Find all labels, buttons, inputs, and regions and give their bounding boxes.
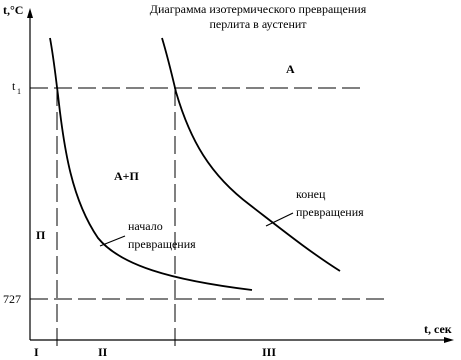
stage-label: I (34, 345, 39, 359)
region-label: A+П (114, 169, 140, 183)
curve-label: превращения (296, 205, 364, 219)
x-arrow (444, 337, 454, 343)
title: перлита в аустенит (209, 17, 307, 31)
title: Диаграмма изотермического превращения (150, 2, 367, 16)
curve-label: начало (128, 219, 163, 233)
y-axis-label: t,°C (3, 3, 23, 17)
curve-label: превращения (128, 237, 196, 251)
stage-label: III (262, 345, 276, 359)
end-curve (161, 37, 341, 272)
level-label: t (12, 79, 16, 93)
level-label: 727 (3, 292, 21, 306)
curve-label: конец (296, 187, 326, 201)
y-arrow (27, 8, 33, 18)
level-subscript: 1 (17, 87, 21, 96)
region-label: A (286, 62, 295, 76)
region-label: П (36, 228, 46, 242)
stage-label: II (98, 345, 108, 359)
leader (99, 235, 126, 247)
start-curve (49, 37, 253, 291)
x-axis-label: t, сек (424, 322, 452, 336)
leader (265, 212, 294, 227)
